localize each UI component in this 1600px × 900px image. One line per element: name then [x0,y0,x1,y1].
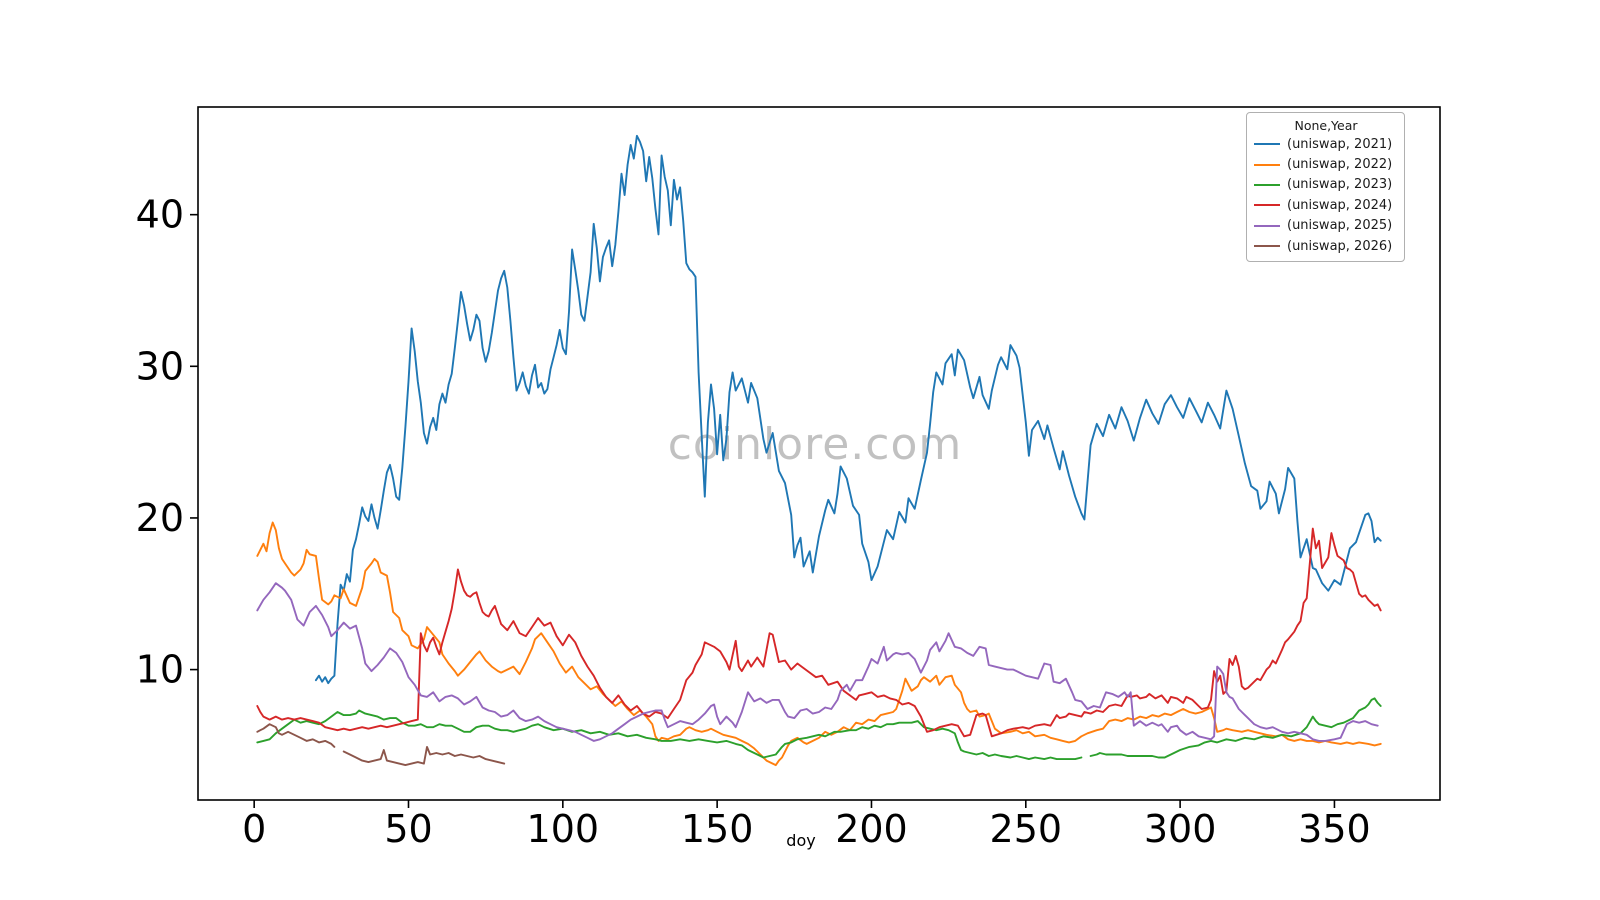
legend-item: (uniswap, 2022) [1254,154,1398,174]
legend-line-swatch [1254,183,1280,186]
y-tick-label: 20 [136,496,184,540]
x-tick-label: 250 [990,807,1063,851]
x-tick-label: 350 [1298,807,1371,851]
legend-item: (uniswap, 2024) [1254,195,1398,215]
y-tick-label: 40 [136,193,184,237]
legend-item-label: (uniswap, 2025) [1287,218,1393,234]
legend-line-swatch [1254,143,1280,146]
legend-item-label: (uniswap, 2024) [1287,197,1393,213]
x-tick-label: 0 [242,807,266,851]
legend-line-swatch [1254,163,1280,166]
legend-item-label: (uniswap, 2021) [1287,136,1393,152]
x-axis-label: doy [786,831,815,850]
axis-ticks: 0 50 100 150 200 250 300 350 10 20 30 40 [136,193,1371,851]
y-tick-label: 30 [136,344,184,388]
line-uniswap-2026 [256,723,506,767]
line-uniswap-2024 [256,527,1382,738]
x-tick-label: 150 [681,807,754,851]
x-tick-label: 300 [1144,807,1217,851]
legend-line-swatch [1254,204,1280,207]
line-uniswap-2022 [256,521,1382,767]
legend-line-swatch [1254,245,1280,248]
series-lines [256,134,1382,767]
legend-item: (uniswap, 2025) [1254,216,1398,236]
legend-item-label: (uniswap, 2023) [1287,177,1393,193]
legend-item: (uniswap, 2021) [1254,134,1398,154]
line-uniswap-2023 [256,697,1382,761]
legend-items: (uniswap, 2021) (uniswap, 2022) (uniswap, … [1254,134,1398,256]
x-tick-label: 200 [835,807,908,851]
legend: None,Year (uniswap, 2021) (uniswap, 2022)… [1246,112,1405,263]
legend-line-swatch [1254,224,1280,227]
x-tick-label: 50 [384,807,432,851]
watermark: coinlore.com [668,419,963,470]
x-tick-label: 100 [527,807,600,851]
plot-border [197,106,1441,801]
legend-item-label: (uniswap, 2022) [1287,157,1393,173]
legend-item: (uniswap, 2023) [1254,175,1398,195]
legend-item: (uniswap, 2026) [1254,236,1398,256]
line-uniswap-2021 [314,134,1382,685]
line-uniswap-2025 [256,582,1379,742]
legend-title: None,Year [1294,118,1358,133]
legend-item-label: (uniswap, 2026) [1287,238,1393,254]
y-tick-label: 10 [136,648,184,692]
